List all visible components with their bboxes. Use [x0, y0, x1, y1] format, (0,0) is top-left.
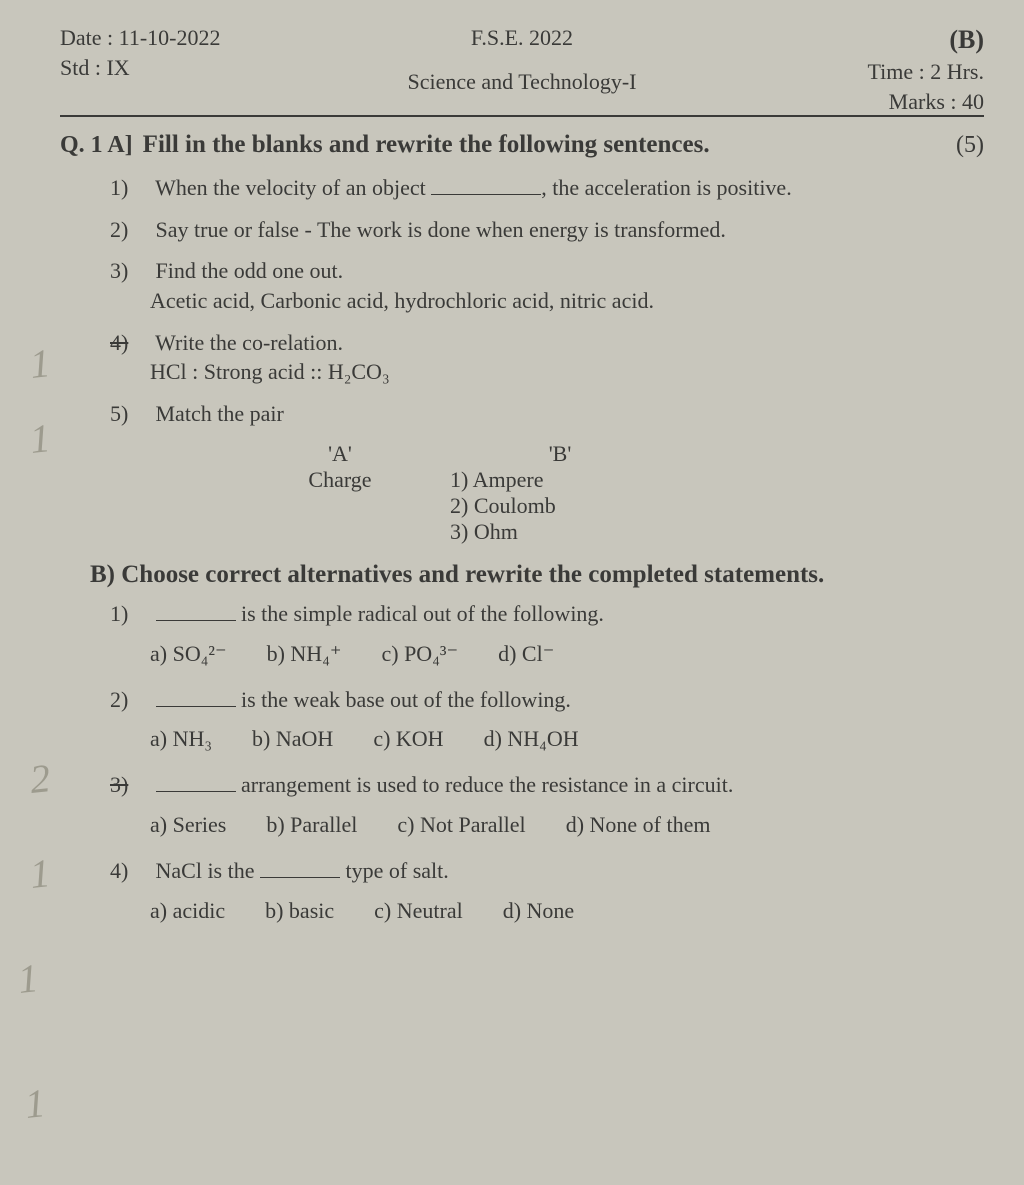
item-text: HCl : Strong acid :: H₂CO₃	[150, 359, 390, 384]
match-header-row: 'A' 'B'	[230, 441, 984, 467]
item-text: Say true or false - The work is done whe…	[156, 217, 726, 242]
time-label: Time : 2 Hrs.	[867, 59, 984, 85]
q1a-item-4: 4) Write the co-relation. HCl : Strong a…	[150, 328, 984, 387]
match-col-b-header: 'B'	[450, 441, 670, 467]
marks-label: Marks : 40	[867, 89, 984, 115]
item-number: 4)	[110, 856, 150, 886]
item-number: 3)	[110, 770, 150, 800]
item-text: Acetic acid, Carbonic acid, hydrochloric…	[150, 288, 654, 313]
subject-name: Science and Technology-I	[408, 69, 637, 95]
match-b-item: 3) Ohm	[450, 519, 670, 545]
item-text: When the velocity of an object	[155, 175, 431, 200]
option-d[interactable]: d) None of them	[566, 812, 711, 838]
match-row: 2) Coulomb	[230, 493, 984, 519]
option-b[interactable]: b) NaOH	[252, 726, 333, 752]
item-text: Match the pair	[156, 401, 284, 426]
blank-field[interactable]	[431, 194, 541, 195]
option-b[interactable]: b) basic	[265, 898, 334, 924]
option-d[interactable]: d) NH₄OH	[484, 726, 579, 752]
handwriting-mark: 1	[28, 849, 53, 898]
handwriting-mark: 1	[28, 339, 53, 388]
option-b[interactable]: b) NH₄⁺	[267, 641, 342, 667]
section-b-title: B) Choose correct alternatives and rewri…	[90, 561, 984, 589]
item-stem: is the simple radical out of the followi…	[236, 601, 604, 626]
qb3-options: a) Series b) Parallel c) Not Parallel d)…	[150, 812, 984, 838]
match-col-a-header: 'A'	[230, 441, 450, 467]
handwriting-mark: 1	[23, 1079, 48, 1128]
option-b[interactable]: b) Parallel	[266, 812, 357, 838]
option-d[interactable]: d) None	[503, 898, 574, 924]
question-marks: (5)	[956, 132, 984, 159]
option-a[interactable]: a) NH₃	[150, 726, 212, 752]
q1a-item-3: 3) Find the odd one out. Acetic acid, Ca…	[150, 256, 984, 315]
item-stem: NaCl is the	[156, 858, 261, 883]
match-empty	[230, 493, 450, 519]
header-center: F.S.E. 2022 Science and Technology-I	[408, 25, 637, 95]
qb1-options: a) SO₄²⁻ b) NH₄⁺ c) PO₄³⁻ d) Cl⁻	[150, 641, 984, 667]
option-c[interactable]: c) Neutral	[374, 898, 463, 924]
blank-field[interactable]	[156, 791, 236, 792]
qb-item-2: 2) is the weak base out of the following…	[150, 685, 984, 715]
blank-field[interactable]	[260, 877, 340, 878]
item-stem: type of salt.	[340, 858, 449, 883]
option-c[interactable]: c) Not Parallel	[397, 812, 525, 838]
match-empty	[230, 519, 450, 545]
handwriting-mark: 2	[28, 754, 53, 803]
match-a-item: Charge	[230, 467, 450, 493]
option-c[interactable]: c) KOH	[373, 726, 443, 752]
section-letter: B)	[90, 561, 115, 588]
blank-field[interactable]	[156, 706, 236, 707]
qb-item-1: 1) is the simple radical out of the foll…	[150, 599, 984, 629]
option-a[interactable]: a) acidic	[150, 898, 225, 924]
section-b: B) Choose correct alternatives and rewri…	[60, 561, 984, 924]
std-label: Std : IX	[60, 55, 220, 81]
exam-name: F.S.E. 2022	[408, 25, 637, 51]
section-title-text: Choose correct alternatives and rewrite …	[121, 561, 824, 588]
item-stem: arrangement is used to reduce the resist…	[236, 772, 734, 797]
header-right: (B) Time : 2 Hrs. Marks : 40	[867, 25, 984, 115]
item-number: 3)	[110, 256, 150, 286]
set-label: (B)	[867, 25, 984, 55]
question-title: Fill in the blanks and rewrite the follo…	[143, 131, 946, 159]
match-row: Charge 1) Ampere	[230, 467, 984, 493]
option-a[interactable]: a) SO₄²⁻	[150, 641, 227, 667]
q1a-item-2: 2) Say true or false - The work is done …	[150, 215, 984, 245]
qb4-options: a) acidic b) basic c) Neutral d) None	[150, 898, 984, 924]
item-number: 1)	[110, 599, 150, 629]
item-number: 4)	[110, 328, 150, 358]
item-text: , the acceleration is positive.	[541, 175, 791, 200]
q1a-heading: Q. 1 A] Fill in the blanks and rewrite t…	[60, 131, 984, 159]
item-number: 5)	[110, 399, 150, 429]
date-label: Date : 11-10-2022	[60, 25, 220, 51]
option-a[interactable]: a) Series	[150, 812, 226, 838]
item-number: 2)	[110, 685, 150, 715]
qb2-options: a) NH₃ b) NaOH c) KOH d) NH₄OH	[150, 726, 984, 752]
option-c[interactable]: c) PO₄³⁻	[381, 641, 458, 667]
item-text: Write the co-relation.	[155, 330, 343, 355]
item-stem: is the weak base out of the following.	[236, 687, 571, 712]
option-d[interactable]: d) Cl⁻	[498, 641, 554, 667]
item-number: 2)	[110, 215, 150, 245]
header-left: Date : 11-10-2022 Std : IX	[60, 25, 220, 81]
match-b-item: 1) Ampere	[450, 467, 670, 493]
exam-page: Date : 11-10-2022 Std : IX F.S.E. 2022 S…	[0, 0, 1024, 934]
qb-item-4: 4) NaCl is the type of salt.	[150, 856, 984, 886]
header: Date : 11-10-2022 Std : IX F.S.E. 2022 S…	[60, 25, 984, 117]
match-row: 3) Ohm	[230, 519, 984, 545]
item-text: Find the odd one out.	[156, 258, 344, 283]
q1a-item-5: 5) Match the pair	[150, 399, 984, 429]
question-number: Q. 1 A]	[60, 132, 133, 159]
match-b-item: 2) Coulomb	[450, 493, 670, 519]
item-number: 1)	[110, 173, 150, 203]
blank-field[interactable]	[156, 620, 236, 621]
q1a-item-1: 1) When the velocity of an object , the …	[150, 173, 984, 203]
handwriting-mark: 1	[28, 414, 53, 463]
handwriting-mark: 1	[16, 954, 41, 1003]
qb-item-3: 3) arrangement is used to reduce the res…	[150, 770, 984, 800]
